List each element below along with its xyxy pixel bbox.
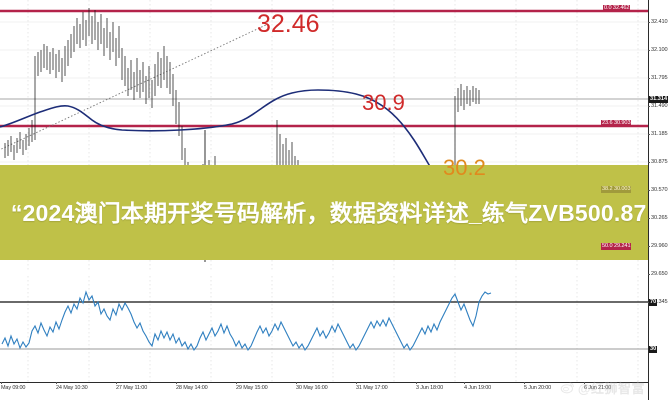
price-tick-6: 30.570 [648, 187, 668, 193]
time-tick-4: 29 May 15:00 [236, 382, 268, 391]
rsi-indicator-panel[interactable] [0, 276, 648, 382]
rsi-line [1, 290, 492, 352]
rsi-overbought-badge: 70 [649, 299, 658, 306]
price-tick-2: 31.795 [648, 75, 668, 81]
time-tick-7: 3 Jun 18:00 [416, 382, 444, 391]
price-tick-3: 31.490 [648, 103, 668, 109]
watermark: @红狮智富 [560, 378, 645, 397]
price-axis[interactable]: 32.410 32.100 31.795 31.490 31.314 31.18… [648, 0, 669, 400]
time-tick-2: 27 May 11:00 [116, 382, 148, 391]
last-price-badge: 31.314 [649, 96, 669, 103]
time-tick-5: 30 May 16:00 [296, 382, 328, 391]
annotation-high-fib: 32.46 [257, 10, 320, 38]
time-tick-6: 31 May 17:00 [356, 382, 388, 391]
price-tick-7: 30.265 [648, 215, 668, 221]
rsi-oversold-badge: 30 [649, 346, 658, 353]
weibo-logo-icon [560, 382, 574, 394]
time-axis[interactable]: May 09:00 24 May 10:30 27 May 11:00 28 M… [0, 382, 648, 400]
overlay-headline-banner: “2024澳门本期开奖号码解析，数据资料详述_练气ZVB500.87” [0, 165, 669, 260]
fib-label-500: 50.0 29.241 [601, 243, 632, 250]
price-tick-8: 29.960 [648, 243, 668, 249]
price-tick-0: 32.410 [648, 19, 668, 25]
annotation-low-fib: 30.2 [443, 155, 486, 180]
fib-label-0: 0.0 32.462 [603, 5, 631, 12]
price-tick-5: 30.875 [648, 159, 668, 165]
time-tick-3: 28 May 14:00 [176, 382, 208, 391]
trendline-ascending [0, 23, 269, 151]
overlay-headline-text: “2024澳门本期开奖号码解析，数据资料详述_练气ZVB500.87” [10, 199, 659, 226]
vertical-gridlines [27, 0, 639, 272]
fib-label-236: 23.6 30.903 [601, 120, 632, 127]
fib-label-382: 38.2 30.003 [601, 186, 632, 193]
annotation-mid-fib: 30.9 [362, 90, 405, 115]
time-tick-1: 24 May 10:30 [56, 382, 88, 391]
watermark-handle: @红狮智富 [577, 381, 645, 396]
time-tick-9: 5 Jun 20:00 [524, 382, 552, 391]
time-tick-0: May 09:00 [1, 382, 26, 391]
price-tick-9: 29.650 [648, 271, 668, 277]
price-tick-4: 31.185 [648, 131, 668, 137]
time-tick-8: 4 Jun 19:00 [464, 382, 492, 391]
price-tick-1: 32.100 [648, 47, 668, 53]
time-tick-10: 6 Jun 21:00 [584, 382, 612, 391]
rsi-chart-svg [0, 276, 648, 382]
